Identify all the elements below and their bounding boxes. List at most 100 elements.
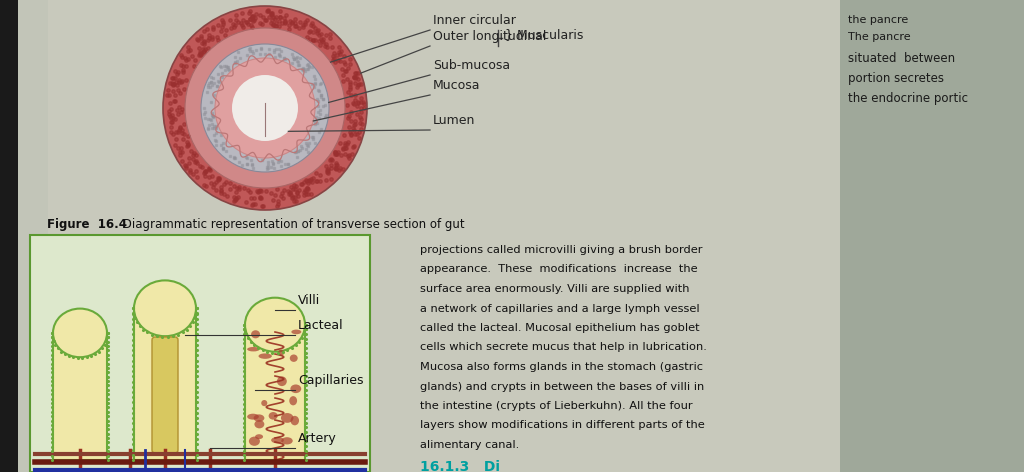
Point — [125, 399, 141, 406]
Point — [44, 426, 60, 433]
Point — [144, 331, 161, 338]
Point — [298, 396, 314, 403]
Point — [188, 372, 205, 380]
Point — [125, 341, 141, 349]
Point — [99, 452, 116, 459]
Ellipse shape — [254, 414, 264, 422]
Point — [188, 435, 205, 443]
Ellipse shape — [254, 420, 264, 429]
Circle shape — [232, 75, 298, 141]
Point — [188, 352, 205, 359]
Point — [99, 421, 116, 429]
Point — [125, 420, 141, 427]
Point — [188, 404, 205, 412]
Point — [188, 414, 205, 422]
Point — [236, 377, 252, 385]
Text: the endocrine portic: the endocrine portic — [848, 92, 968, 105]
Point — [99, 333, 116, 341]
Point — [44, 329, 60, 337]
Point — [188, 420, 205, 427]
Point — [44, 417, 60, 424]
Ellipse shape — [245, 298, 305, 352]
Point — [125, 346, 141, 354]
Point — [44, 377, 60, 385]
Point — [125, 372, 141, 380]
Point — [298, 363, 314, 371]
Ellipse shape — [53, 309, 106, 357]
Point — [298, 428, 314, 436]
Point — [99, 399, 116, 407]
Bar — [0, 0, 18, 472]
Point — [44, 369, 60, 376]
Point — [236, 442, 252, 450]
Point — [298, 358, 314, 366]
Ellipse shape — [271, 437, 284, 443]
Point — [125, 367, 141, 375]
Point — [56, 350, 73, 358]
Text: a network of capillaries and a large lymph vessel: a network of capillaries and a large lym… — [420, 303, 699, 313]
Point — [298, 377, 314, 385]
Circle shape — [163, 6, 367, 210]
Point — [125, 435, 141, 443]
Ellipse shape — [249, 437, 260, 446]
Text: cells which secrete mucus that help in lubrication.: cells which secrete mucus that help in l… — [420, 343, 707, 353]
Point — [188, 430, 205, 438]
Point — [236, 358, 252, 366]
Point — [298, 452, 314, 459]
Point — [125, 456, 141, 464]
Point — [298, 386, 314, 394]
Point — [236, 400, 252, 408]
Point — [99, 404, 116, 411]
Point — [99, 355, 116, 363]
Point — [125, 320, 141, 328]
Point — [99, 351, 116, 359]
Point — [236, 414, 252, 422]
Point — [259, 348, 275, 355]
Point — [99, 342, 116, 350]
Point — [87, 350, 103, 358]
Point — [188, 378, 205, 385]
Point — [246, 342, 262, 349]
Ellipse shape — [291, 416, 299, 425]
Ellipse shape — [247, 347, 260, 352]
Text: Lumen: Lumen — [433, 114, 475, 127]
Point — [45, 337, 61, 345]
Point — [288, 342, 304, 349]
Point — [44, 342, 60, 350]
Point — [44, 351, 60, 359]
Point — [91, 348, 108, 355]
Point — [188, 357, 205, 364]
Text: appearance.  These  modifications  increase  the: appearance. These modifications increase… — [420, 264, 697, 275]
Point — [125, 362, 141, 370]
Point — [296, 330, 312, 337]
Point — [125, 304, 141, 312]
Circle shape — [201, 44, 329, 172]
Point — [236, 433, 252, 440]
Point — [125, 451, 141, 458]
Point — [125, 409, 141, 417]
Point — [44, 456, 60, 464]
Text: called the lacteal. Mucosal epithelium has goblet: called the lacteal. Mucosal epithelium h… — [420, 323, 699, 333]
Point — [236, 344, 252, 352]
Point — [98, 337, 115, 345]
Point — [99, 430, 116, 438]
Point — [188, 399, 205, 406]
Point — [188, 326, 205, 333]
Point — [182, 322, 199, 330]
Point — [188, 346, 205, 354]
Point — [298, 321, 314, 329]
Point — [298, 339, 314, 347]
Point — [125, 326, 141, 333]
Ellipse shape — [134, 280, 196, 336]
Point — [99, 373, 116, 380]
Text: surface area enormously. Villi are supplied with: surface area enormously. Villi are suppl… — [420, 284, 689, 294]
FancyBboxPatch shape — [152, 337, 178, 453]
Point — [236, 321, 252, 329]
Point — [298, 423, 314, 431]
Point — [178, 326, 195, 333]
Point — [298, 414, 314, 422]
Point — [44, 447, 60, 455]
Point — [125, 304, 141, 312]
Point — [236, 410, 252, 417]
Point — [99, 408, 116, 415]
